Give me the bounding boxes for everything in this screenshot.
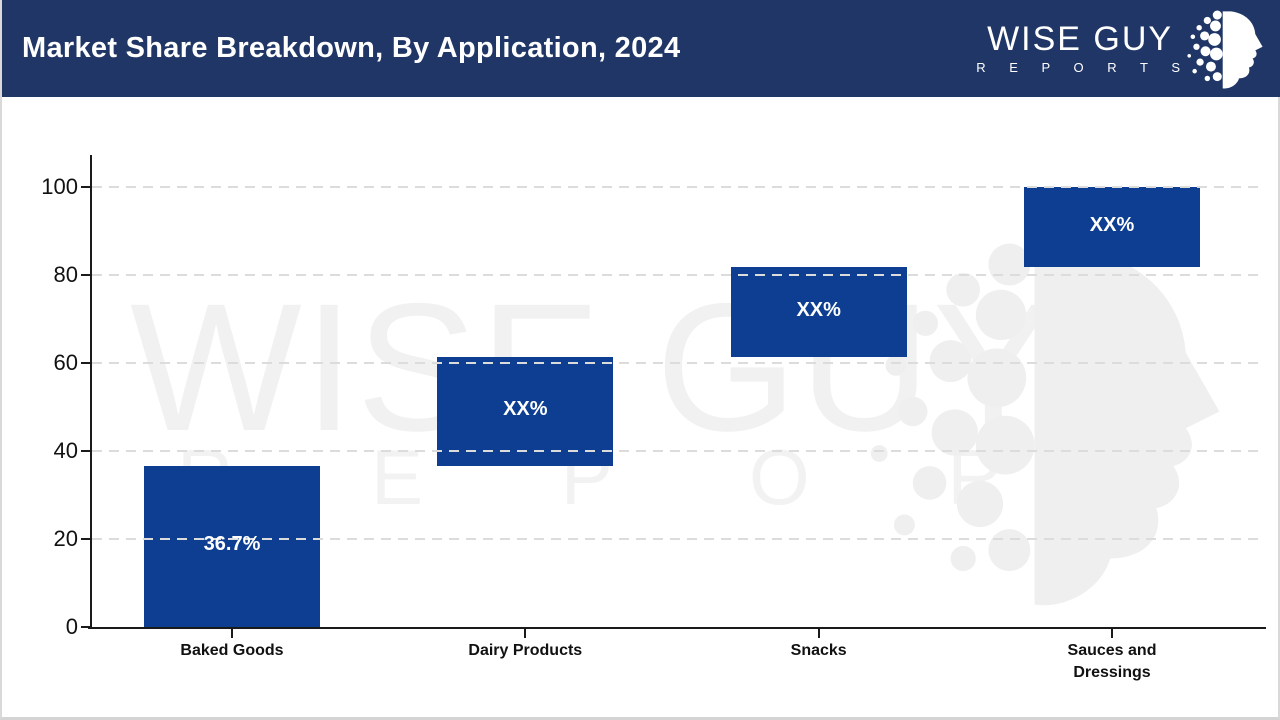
y-tick-label-80: 80	[53, 262, 78, 287]
bar-value-label-dairy-products: XX%	[503, 398, 548, 421]
y-tick-mark-60	[81, 362, 91, 364]
gridline-40	[92, 450, 1264, 452]
x-tick-mark-snacks	[817, 629, 820, 638]
y-tick-mark-100	[81, 186, 91, 188]
gridline-60	[92, 362, 1264, 364]
x-category-label-sauces-and-dressings: Sauces and Dressings	[1067, 642, 1157, 681]
bar-dairy-products	[437, 357, 614, 466]
watermark-head-graphic	[870, 243, 1220, 606]
y-tick-mark-20	[81, 538, 91, 540]
y-tick-mark-80	[81, 274, 91, 276]
gridline-80	[92, 274, 1264, 276]
bar-snacks	[730, 267, 907, 358]
wiseguy-logo: WISE GUY R E P O R T S	[970, 0, 1280, 97]
logo-brand-subtitle: R E P O R T S	[976, 59, 1190, 75]
y-tick-label-40: 40	[53, 438, 78, 463]
x-tick-mark-baked-goods	[231, 629, 233, 638]
bar-value-label-baked-goods: 36.7%	[203, 533, 261, 556]
logo-brand-name: WISE GUY	[987, 20, 1174, 59]
bar-value-label-snacks: XX%	[796, 299, 841, 322]
bar-sauces-and-dressings	[1024, 187, 1200, 268]
page-title: Market Share Breakdown, By Application, …	[22, 32, 681, 64]
header-bar: Market Share Breakdown, By Application, …	[2, 0, 1280, 97]
y-tick-mark-40	[81, 450, 91, 452]
y-tick-label-100: 100	[41, 174, 78, 199]
gridline-20	[92, 538, 1264, 540]
bar-baked-goods	[144, 465, 320, 627]
y-tick-label-0: 0	[65, 614, 78, 639]
wiseguy-logo-text: WISE GUY R E P O R T S	[970, 20, 1190, 75]
gridline-100	[92, 186, 1264, 188]
x-category-label-snacks: Snacks	[790, 642, 847, 659]
x-axis-line	[88, 627, 1266, 629]
y-tick-mark-0	[81, 626, 91, 628]
y-tick-label-20: 20	[53, 526, 78, 551]
bar-value-label-sauces-and-dressings: XX%	[1089, 214, 1135, 237]
y-axis-line	[90, 155, 92, 629]
logo-head-icon	[1187, 10, 1263, 88]
x-tick-mark-sauces-and-dressings	[1111, 629, 1113, 638]
y-tick-label-60: 60	[53, 350, 78, 375]
x-tick-mark-dairy-products	[524, 629, 527, 638]
x-category-label-dairy-products: Dairy Products	[468, 642, 583, 659]
x-category-label-baked-goods: Baked Goods	[180, 642, 284, 659]
